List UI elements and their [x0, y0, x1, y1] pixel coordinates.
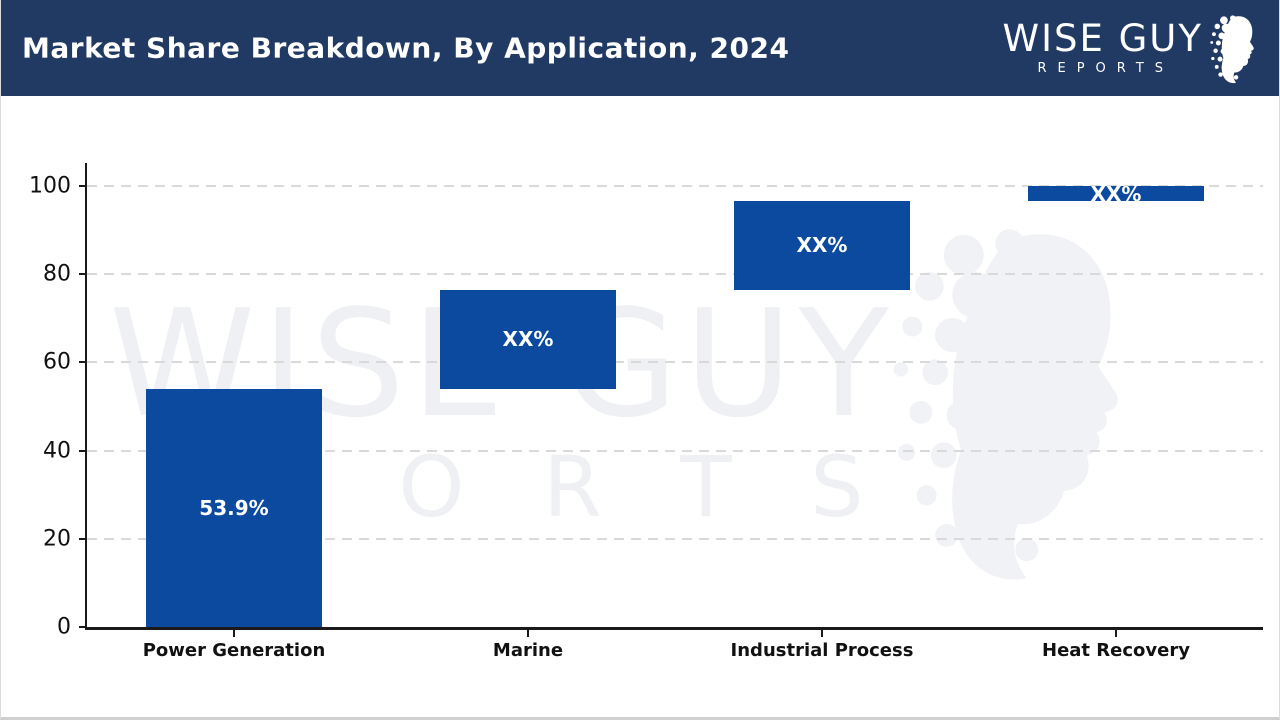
- logo-wordmark: WISE GUY: [1002, 17, 1203, 61]
- y-tick-mark: [79, 449, 87, 452]
- x-tick-label-industrial-process: Industrial Process: [730, 640, 914, 661]
- y-tick-mark: [79, 185, 87, 187]
- gridline-100: [87, 185, 1263, 187]
- x-tick-mark: [1115, 629, 1117, 637]
- y-tick-mark: [79, 537, 87, 540]
- y-tick-mark: [79, 626, 87, 628]
- y-axis-line: [85, 163, 87, 629]
- x-axis-line: [85, 627, 1263, 630]
- bar-value-label: XX%: [1090, 181, 1142, 206]
- y-tick-label: 20: [43, 526, 71, 552]
- bar-value-label: XX%: [796, 233, 848, 258]
- y-tick-label: 60: [43, 349, 71, 375]
- y-tick-label: 80: [43, 261, 71, 287]
- x-tick-mark: [233, 629, 235, 637]
- chart-title: Market Share Breakdown, By Application, …: [22, 31, 790, 65]
- logo-text: WISE GUY REPORTS: [1002, 17, 1203, 76]
- logo-reports-label: REPORTS: [1037, 60, 1175, 76]
- y-tick-label: 100: [29, 173, 71, 199]
- x-tick-label-power-generation: Power Generation: [142, 640, 326, 661]
- gridline-80: [87, 273, 1263, 276]
- watermark-reports-text: P O R T S: [269, 438, 890, 536]
- bar-power-generation: 53.9%: [146, 389, 322, 627]
- bar-value-label: XX%: [502, 327, 554, 352]
- y-tick-label: 0: [57, 614, 71, 640]
- gridline-60: [87, 361, 1263, 364]
- x-tick-label-heat-recovery: Heat Recovery: [1042, 640, 1190, 661]
- wiseguy-logo: WISE GUY REPORTS: [1003, 6, 1263, 90]
- bar-marine: XX%: [440, 289, 616, 390]
- x-tick-mark: [821, 629, 823, 637]
- bar-industrial-process: XX%: [734, 200, 910, 290]
- y-tick-mark: [79, 361, 87, 364]
- gridline-20: [87, 537, 1263, 540]
- y-tick-label: 40: [43, 438, 71, 464]
- bar-heat-recovery: XX%: [1028, 182, 1204, 206]
- x-tick-mark: [527, 629, 529, 637]
- x-tick-label-marine: Marine: [492, 640, 564, 661]
- gridline-40: [87, 449, 1263, 452]
- bar-value-label: 53.9%: [199, 496, 269, 521]
- wiseguy-head-icon: [1207, 12, 1263, 84]
- y-tick-mark: [79, 273, 87, 276]
- header-banner: Market Share Breakdown, By Application, …: [1, 0, 1279, 96]
